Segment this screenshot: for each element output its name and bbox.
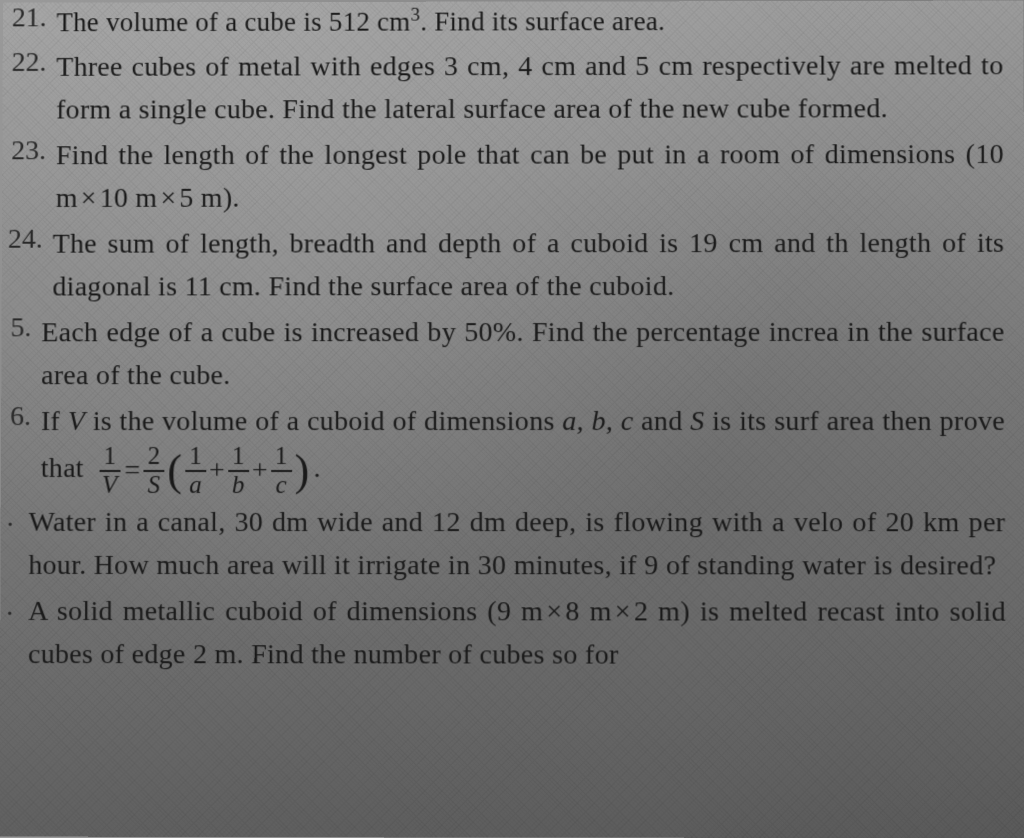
question-text: Find the length of the longest pole that…: [56, 134, 1004, 220]
frac-1-c: 1c: [271, 444, 292, 498]
numerator: 2: [144, 444, 165, 472]
textbook-page: 21. The volume of a cube is 512 cm3. Fin…: [0, 1, 1024, 838]
q6-mid2: and: [634, 406, 691, 437]
dim-3: 5 m: [179, 183, 223, 214]
var-S: S: [690, 406, 704, 437]
q23-post: ).: [223, 183, 240, 214]
dim-3: 2 m: [634, 596, 680, 627]
numerator: 1: [99, 444, 120, 472]
frac-2-S: 2S: [144, 444, 165, 498]
question-5: 5. Each edge of a cube is increased by 5…: [7, 312, 1005, 397]
question-water-canal: . Water in a canal, 30 dm wide and 12 dm…: [6, 502, 1005, 588]
open-paren: (: [167, 453, 182, 488]
equals: =: [124, 450, 140, 493]
question-number: 21.: [9, 2, 57, 34]
question-23: 23. Find the length of the longest pole …: [8, 134, 1004, 220]
question-number: 24.: [8, 224, 53, 256]
plus-icon: +: [209, 450, 225, 493]
question-text: Each edge of a cube is increased by 50%.…: [41, 312, 1005, 397]
times-icon: ×: [81, 183, 97, 214]
question-21: 21. The volume of a cube is 512 cm3. Fin…: [9, 1, 1004, 44]
q23-pre: Find the length of the longest pole that…: [56, 139, 975, 171]
denominator: a: [185, 472, 206, 498]
plus-icon: +: [252, 450, 268, 493]
times-icon: ×: [546, 596, 562, 627]
question-text: The sum of length, breadth and depth of …: [52, 223, 1004, 309]
denominator: S: [144, 472, 165, 498]
q6-pre: If: [41, 406, 68, 437]
question-text: Three cubes of metal with edges 3 cm, 4 …: [56, 45, 1004, 131]
q8-pre: A solid metallic cuboid of dimensions (: [28, 596, 497, 627]
question-number: 6.: [7, 402, 41, 434]
dim-2: 10 m: [100, 183, 158, 214]
question-text: If V is the volume of a cuboid of dimens…: [41, 401, 1006, 498]
close-paren: ): [295, 453, 310, 488]
numerator: 1: [271, 444, 292, 472]
frac-1-a: 1a: [185, 444, 206, 498]
vars-abc: a, b, c: [562, 406, 633, 437]
formula: 1V=2S(1a+1b+1c): [95, 444, 310, 498]
q6-mid1: is the volume of a cuboid of dimensions: [85, 406, 562, 437]
denominator: V: [98, 472, 122, 498]
question-solid-cuboid: . A solid metallic cuboid of dimensions …: [6, 591, 1006, 677]
question-24: 24. The sum of length, breadth and depth…: [8, 223, 1005, 309]
times-icon: ×: [160, 183, 176, 214]
denominator: b: [228, 472, 249, 498]
numerator: 1: [185, 444, 206, 472]
question-text: The volume of a cube is 512 cm3. Find it…: [56, 1, 1003, 44]
q6-dot: .: [314, 453, 321, 484]
denominator: c: [272, 472, 291, 498]
question-text: A solid metallic cuboid of dimensions (9…: [28, 591, 1006, 677]
dim-1: 9 m: [497, 596, 543, 627]
question-6: 6. If V is the volume of a cuboid of dim…: [7, 401, 1006, 498]
question-22: 22. Three cubes of metal with edges 3 cm…: [8, 45, 1003, 131]
numerator: 1: [228, 444, 249, 472]
frac-1-V: 1V: [98, 444, 122, 498]
frac-1-b: 1b: [228, 444, 249, 498]
times-icon: ×: [615, 596, 631, 627]
question-number: 5.: [7, 313, 41, 345]
question-number: .: [7, 502, 29, 534]
question-number: .: [6, 591, 28, 623]
var-V: V: [68, 406, 85, 437]
dim-2: 8 m: [565, 596, 611, 627]
question-number: 22.: [9, 47, 57, 79]
question-text: Water in a canal, 30 dm wide and 12 dm d…: [28, 502, 1005, 588]
question-number: 23.: [8, 136, 56, 168]
